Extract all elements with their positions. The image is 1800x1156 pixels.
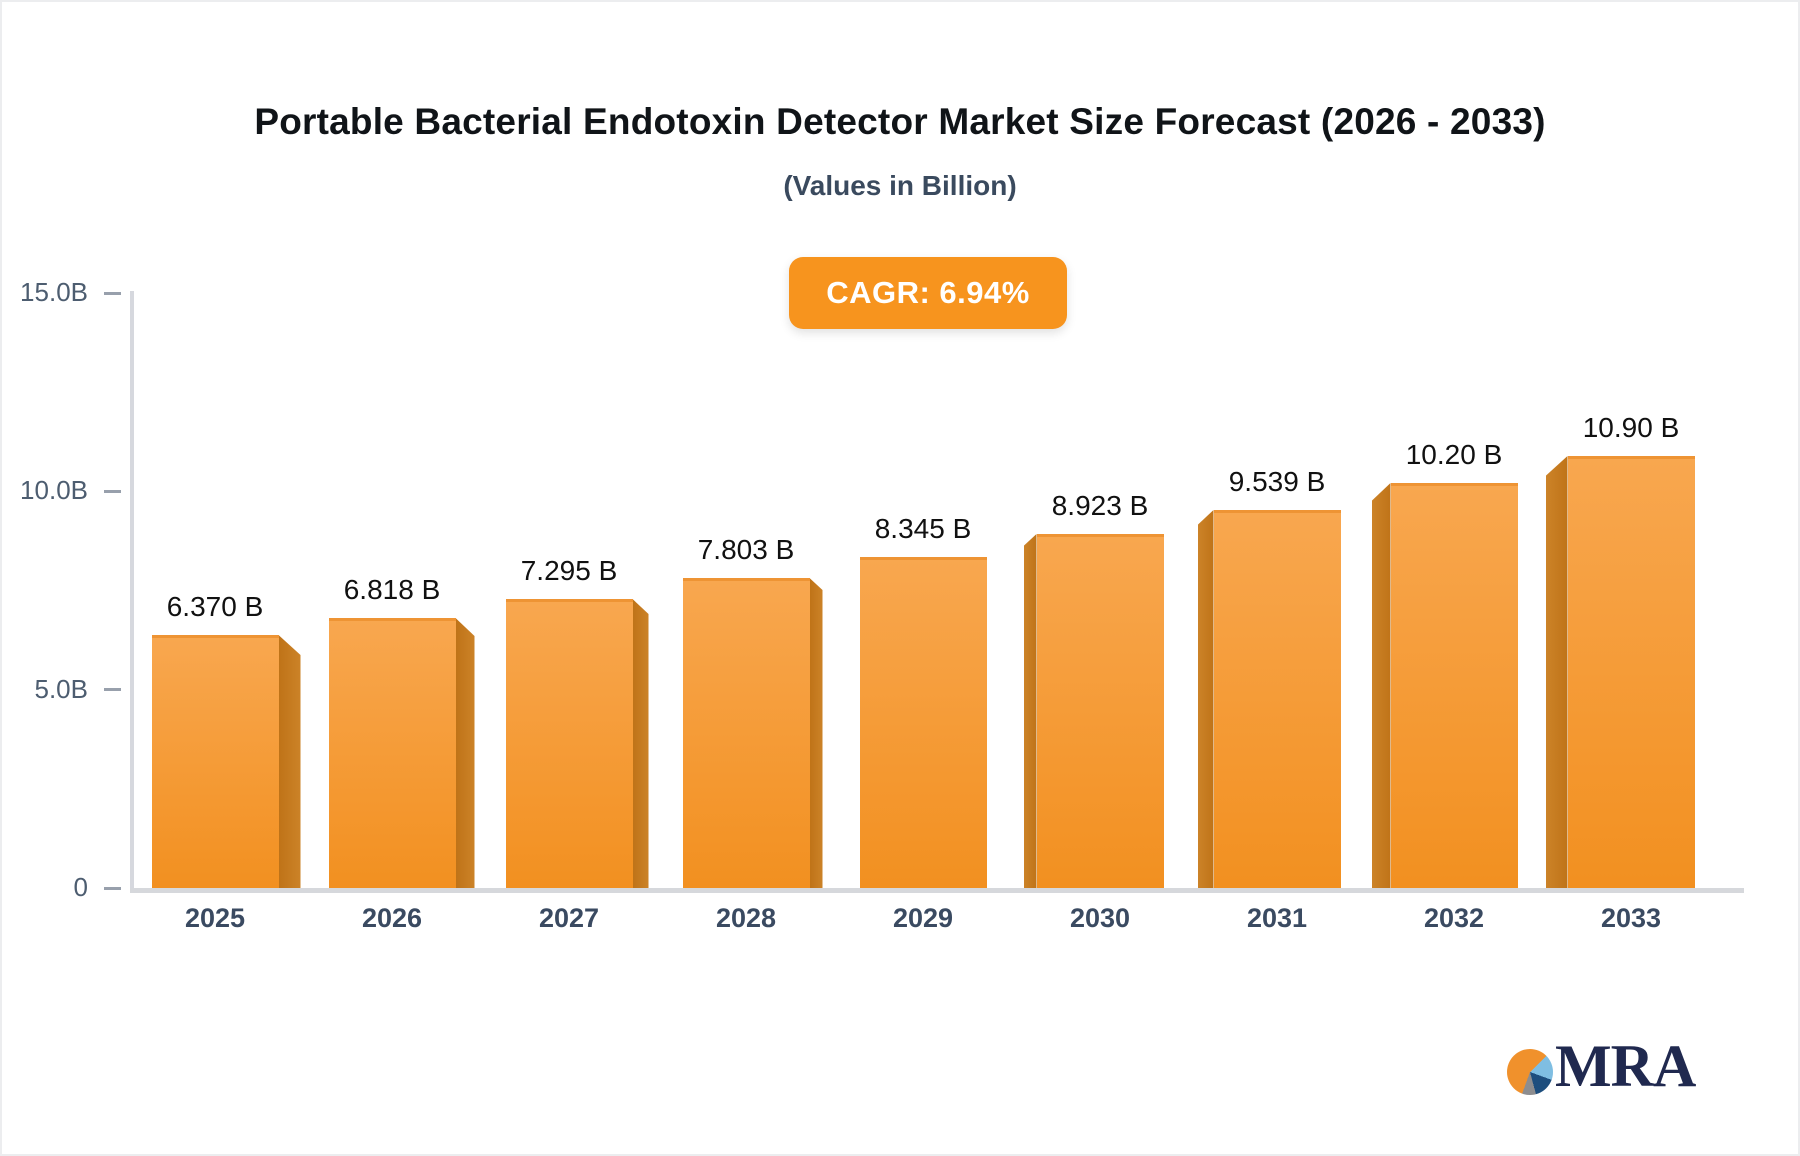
bar-side-face	[1371, 483, 1391, 888]
x-axis-category-label: 2031	[1246, 903, 1308, 933]
x-axis-category-label: 2028	[715, 903, 777, 933]
chart-subtitle: (Values in Billion)	[783, 170, 1017, 201]
bar	[151, 635, 279, 888]
x-axis-category-label: 2030	[1069, 903, 1131, 933]
x-axis-category-label: 2033	[1600, 903, 1662, 933]
y-axis-tick	[104, 291, 121, 295]
bar-value-label: 8.345 B	[874, 513, 972, 544]
cagr-badge-label: CAGR: 6.94%	[826, 275, 1030, 310]
bar	[328, 618, 456, 888]
bar-side-face	[1545, 456, 1568, 888]
y-axis-tick-label: 5.0B	[34, 673, 89, 704]
y-axis-tick-label: 10.0B	[20, 475, 88, 506]
bar	[1036, 534, 1164, 888]
bar	[1567, 456, 1695, 888]
bar-value-label: 7.295 B	[520, 555, 618, 586]
x-axis-category-label: 2027	[538, 903, 600, 933]
y-axis-tick	[104, 489, 121, 493]
x-axis-category-label: 2026	[361, 903, 423, 933]
bar-value-label: 6.818 B	[343, 574, 441, 605]
brand-logo-text: MRA	[1555, 1033, 1696, 1099]
y-axis-tick	[104, 688, 121, 692]
pie-chart-logo-icon	[1507, 1049, 1553, 1095]
bar-value-label: 6.370 B	[166, 591, 264, 622]
bar	[859, 557, 987, 888]
bar-side-face	[1023, 534, 1037, 888]
bar	[1213, 510, 1341, 888]
y-axis-tick-label: 15.0B	[20, 277, 88, 307]
x-axis-category-label: 2025	[184, 903, 246, 933]
bar	[682, 578, 810, 888]
y-axis-tick-label: 0	[73, 872, 88, 902]
bar-value-label: 9.539 B	[1228, 466, 1326, 497]
bar-value-label: 7.803 B	[697, 534, 795, 565]
x-axis-category-label: 2032	[1423, 903, 1485, 933]
bar-side-face	[809, 578, 823, 888]
bar-side-face	[1197, 510, 1214, 888]
y-axis-line	[130, 291, 134, 890]
brand-logo: MRA	[1507, 1033, 1696, 1099]
bar-value-label: 8.923 B	[1051, 490, 1149, 521]
bar	[505, 599, 633, 888]
bar-value-label: 10.90 B	[1582, 412, 1680, 443]
bar-side-face	[455, 618, 475, 888]
bar-value-label: 10.20 B	[1405, 439, 1503, 470]
y-axis-tick	[104, 886, 121, 890]
bar	[1390, 483, 1518, 888]
bar-side-face	[278, 635, 301, 888]
bar-side-face	[632, 599, 649, 888]
x-axis-category-label: 2029	[892, 903, 954, 933]
x-axis-baseline	[130, 888, 1744, 893]
chart-title: Portable Bacterial Endotoxin Detector Ma…	[254, 101, 1546, 142]
cagr-badge: CAGR: 6.94%	[789, 257, 1067, 329]
